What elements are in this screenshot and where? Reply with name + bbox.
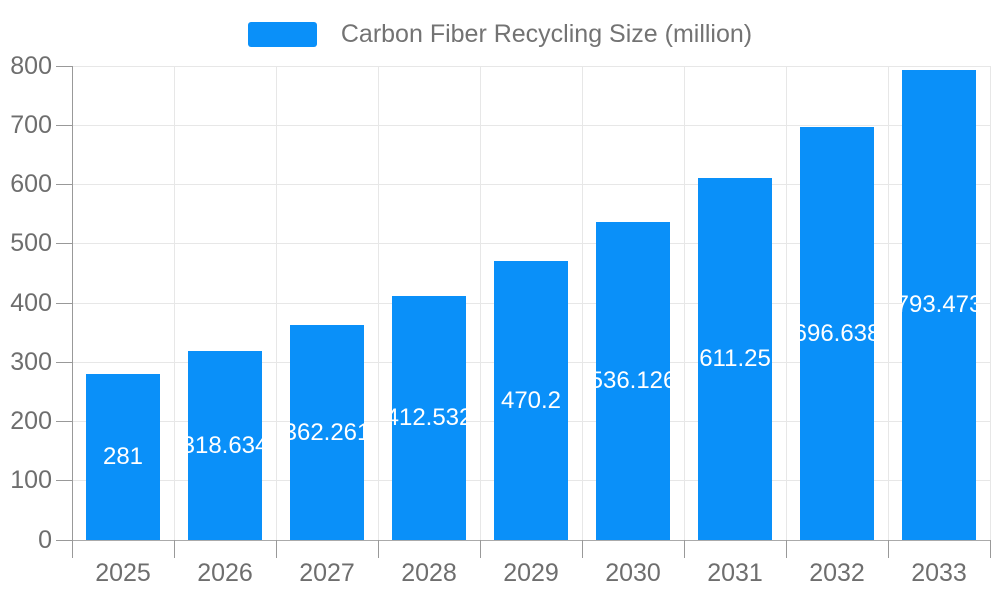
y-axis-label-300: 300 bbox=[10, 347, 52, 376]
v-gridline bbox=[581, 66, 583, 540]
bar-value-label: 470.2 bbox=[500, 386, 562, 414]
bar-value-label: 536.126 bbox=[596, 367, 670, 395]
v-gridline bbox=[377, 66, 379, 540]
y-axis-tick bbox=[56, 124, 72, 126]
bar-2033[interactable]: 793.473 bbox=[902, 69, 976, 540]
plot-area: 281 318.634 362.261 412.532 470.2 536.126 611.… bbox=[72, 65, 991, 540]
x-axis-tick bbox=[71, 540, 73, 558]
x-axis-label-2031: 2031 bbox=[707, 559, 763, 587]
y-axis-label-100: 100 bbox=[10, 466, 52, 495]
x-axis-label-2029: 2029 bbox=[503, 559, 559, 587]
x-axis-tick bbox=[581, 540, 583, 558]
v-gridline bbox=[887, 66, 889, 540]
x-axis-tick bbox=[275, 540, 277, 558]
x-axis-label-2028: 2028 bbox=[401, 559, 457, 587]
x-axis-label-2027: 2027 bbox=[299, 559, 355, 587]
y-axis-label-700: 700 bbox=[10, 110, 52, 139]
legend-swatch-icon bbox=[247, 21, 317, 47]
v-gridline bbox=[479, 66, 481, 540]
v-gridline bbox=[989, 66, 991, 540]
x-axis-tick bbox=[887, 540, 889, 558]
h-gridline bbox=[72, 124, 990, 126]
bar-value-label: 611.25 bbox=[699, 344, 771, 372]
x-axis-label-2033: 2033 bbox=[911, 559, 967, 587]
v-gridline bbox=[173, 66, 175, 540]
h-gridline bbox=[72, 243, 990, 245]
x-axis-line bbox=[72, 539, 990, 541]
bar-value-label: 696.638 bbox=[800, 319, 874, 347]
bar-2031[interactable]: 611.25 bbox=[698, 177, 772, 540]
y-axis-label-800: 800 bbox=[10, 51, 52, 80]
y-axis-label-200: 200 bbox=[10, 407, 52, 435]
x-axis-label-2025: 2025 bbox=[95, 559, 151, 587]
v-gridline bbox=[785, 66, 787, 540]
y-axis-line bbox=[72, 66, 73, 558]
y-axis-tick bbox=[56, 302, 72, 304]
bar-2026[interactable]: 318.634 bbox=[188, 351, 262, 540]
x-axis-tick bbox=[479, 540, 481, 558]
bar-2029[interactable]: 470.2 bbox=[494, 261, 568, 540]
y-axis-tick bbox=[56, 184, 72, 185]
bar-value-label: 362.261 bbox=[290, 418, 364, 446]
bar-2025[interactable]: 281 bbox=[86, 373, 160, 540]
y-axis-label-0: 0 bbox=[38, 525, 52, 554]
bar-2030[interactable]: 536.126 bbox=[596, 222, 670, 540]
x-axis-label-2030: 2030 bbox=[605, 559, 661, 587]
bar-value-label: 281 bbox=[102, 442, 144, 470]
y-axis-label-500: 500 bbox=[10, 229, 52, 258]
bar-2027[interactable]: 362.261 bbox=[290, 325, 364, 540]
x-axis-label-2026: 2026 bbox=[197, 559, 253, 587]
x-axis-tick bbox=[173, 540, 175, 558]
x-axis-tick bbox=[989, 540, 991, 558]
y-axis-tick bbox=[56, 421, 72, 422]
bar-value-label: 412.532 bbox=[392, 403, 466, 431]
y-axis-tick bbox=[56, 65, 72, 67]
v-gridline bbox=[683, 66, 685, 540]
bar-value-label: 318.634 bbox=[188, 431, 262, 459]
x-axis-tick bbox=[683, 540, 685, 558]
x-axis-tick bbox=[785, 540, 787, 558]
h-gridline bbox=[72, 184, 990, 185]
legend-label: Carbon Fiber Recycling Size (million) bbox=[340, 20, 753, 48]
x-axis-label-2032: 2032 bbox=[809, 559, 865, 587]
x-axis-tick bbox=[377, 540, 379, 558]
bar-value-label: 793.473 bbox=[902, 290, 976, 318]
chart-legend: Carbon Fiber Recycling Size (million) bbox=[0, 16, 1000, 52]
bar-2028[interactable]: 412.532 bbox=[392, 295, 466, 540]
v-gridline bbox=[275, 66, 277, 540]
y-axis-tick bbox=[56, 539, 72, 541]
y-axis-label-400: 400 bbox=[10, 288, 52, 317]
h-gridline bbox=[72, 65, 990, 67]
bar-2032[interactable]: 696.638 bbox=[800, 127, 874, 540]
legend-item[interactable]: Carbon Fiber Recycling Size (million) bbox=[247, 16, 753, 52]
y-axis-label-600: 600 bbox=[10, 170, 52, 198]
y-axis-tick bbox=[56, 361, 72, 363]
y-axis-tick bbox=[56, 480, 72, 482]
y-axis-tick bbox=[56, 243, 72, 245]
